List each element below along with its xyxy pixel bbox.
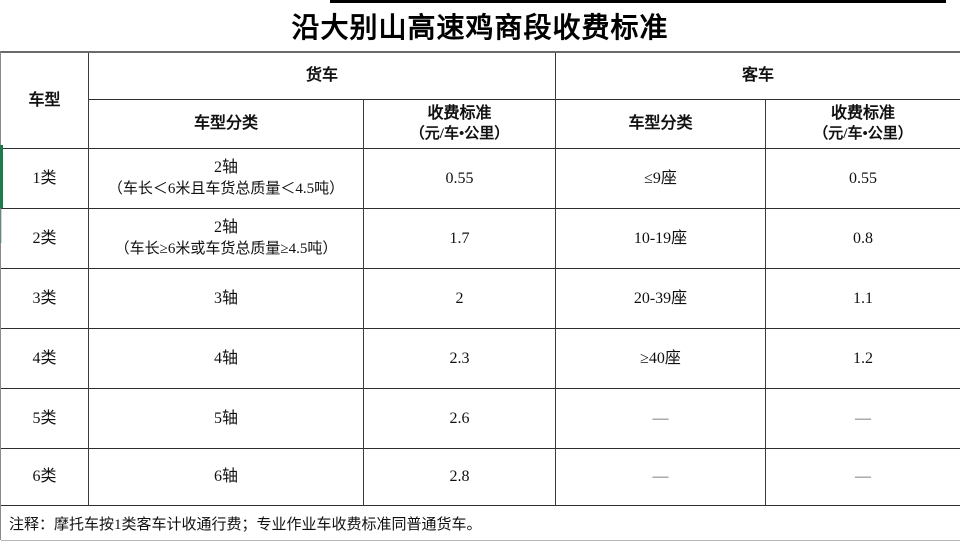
row-truck-rate: 2 bbox=[364, 269, 556, 329]
row-truck-class: 6轴 bbox=[89, 449, 364, 506]
row-bus-class: 10-19座 bbox=[556, 209, 766, 269]
header-truck-rate-line2: （元/车•公里） bbox=[409, 126, 510, 143]
page-title: 沿大别山高速鸡商段收费标准 bbox=[291, 11, 669, 43]
row-truck-rate: 2.6 bbox=[364, 389, 556, 449]
header-vehicle-type: 车型 bbox=[1, 53, 89, 149]
row-truck-class: 4轴 bbox=[89, 329, 364, 389]
row-bus-rate: 0.8 bbox=[766, 209, 960, 269]
row-class-label: 3类 bbox=[1, 269, 89, 329]
row-bus-class-empty: — bbox=[556, 449, 766, 506]
row-class-label: 1类 bbox=[1, 149, 89, 209]
header-truck-classification: 车型分类 bbox=[89, 100, 364, 149]
truck-class-text: 2轴 bbox=[213, 219, 238, 237]
truck-class-note: （车长≥6米或车货总质量≥4.5吨） bbox=[114, 241, 338, 258]
row-bus-class: 20-39座 bbox=[556, 269, 766, 329]
row-truck-rate: 0.55 bbox=[364, 149, 556, 209]
footnote: 注释：摩托车按1类客车计收通行费；专业作业车收费标准同普通货车。 bbox=[1, 506, 960, 541]
row-class-label: 2类 bbox=[1, 209, 89, 269]
row-bus-rate: 1.2 bbox=[766, 329, 960, 389]
toll-rate-table: 车型 货车 客车 车型分类 收费标准 （元/车•公里） 车型分类 收费标准 （元… bbox=[0, 51, 960, 541]
truck-class-note: （车长＜6米且车货总质量＜4.5吨） bbox=[107, 181, 345, 198]
header-truck-rate-line1: 收费标准 bbox=[427, 105, 492, 123]
row-class-label: 6类 bbox=[1, 449, 89, 506]
row-bus-rate: 1.1 bbox=[766, 269, 960, 329]
row-truck-class: 5轴 bbox=[89, 389, 364, 449]
truck-class-text: 2轴 bbox=[213, 159, 238, 177]
left-green-accent bbox=[0, 145, 3, 208]
left-green-accent-faint bbox=[0, 208, 2, 243]
row-truck-class: 2轴 （车长≥6米或车货总质量≥4.5吨） bbox=[89, 209, 364, 269]
row-class-label: 5类 bbox=[1, 389, 89, 449]
header-bus-group: 客车 bbox=[556, 53, 960, 100]
header-bus-rate: 收费标准 （元/车•公里） bbox=[766, 100, 960, 149]
header-bus-rate-line2: （元/车•公里） bbox=[813, 126, 913, 143]
row-bus-rate-empty: — bbox=[766, 449, 960, 506]
row-bus-class: ≥40座 bbox=[556, 329, 766, 389]
row-truck-class: 3轴 bbox=[89, 269, 364, 329]
row-truck-class: 2轴 （车长＜6米且车货总质量＜4.5吨） bbox=[89, 149, 364, 209]
row-truck-rate: 1.7 bbox=[364, 209, 556, 269]
header-bus-rate-line1: 收费标准 bbox=[830, 105, 895, 123]
title-bar: 沿大别山高速鸡商段收费标准 bbox=[0, 0, 960, 51]
row-truck-rate: 2.3 bbox=[364, 329, 556, 389]
header-truck-group: 货车 bbox=[89, 53, 556, 100]
row-bus-class: ≤9座 bbox=[556, 149, 766, 209]
row-bus-class-empty: — bbox=[556, 389, 766, 449]
row-class-label: 4类 bbox=[1, 329, 89, 389]
row-bus-rate: 0.55 bbox=[766, 149, 960, 209]
header-truck-rate: 收费标准 （元/车•公里） bbox=[364, 100, 556, 149]
header-bus-classification: 车型分类 bbox=[556, 100, 766, 149]
title-top-rule bbox=[330, 0, 946, 3]
row-truck-rate: 2.8 bbox=[364, 449, 556, 506]
row-bus-rate-empty: — bbox=[766, 389, 960, 449]
